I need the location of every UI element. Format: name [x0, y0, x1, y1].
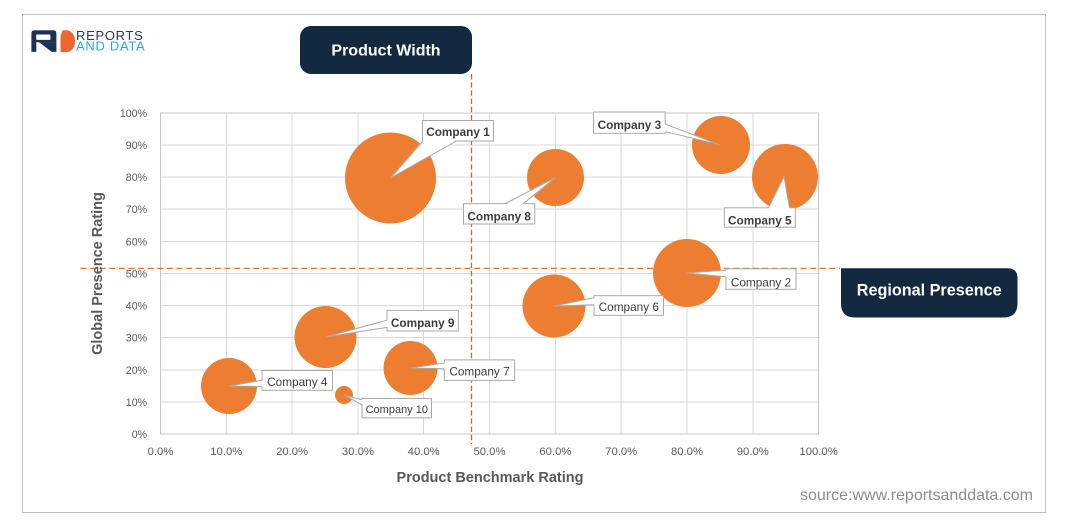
svg-text:0.0%: 0.0%	[148, 446, 174, 458]
svg-text:90.0%: 90.0%	[737, 446, 769, 458]
svg-text:50%: 50%	[126, 268, 148, 280]
svg-text:70%: 70%	[126, 204, 148, 216]
svg-text:60.0%: 60.0%	[539, 446, 571, 458]
svg-text:Company 10: Company 10	[366, 404, 428, 416]
svg-text:10.0%: 10.0%	[210, 446, 242, 458]
svg-text:20.0%: 20.0%	[276, 446, 308, 458]
svg-text:Company 7: Company 7	[449, 365, 509, 379]
svg-text:REPORTS: REPORTS	[76, 28, 144, 43]
svg-text:0%: 0%	[132, 429, 148, 441]
svg-text:Regional Presence: Regional Presence	[857, 282, 1002, 300]
svg-text:80%: 80%	[126, 172, 148, 184]
svg-text:30.0%: 30.0%	[342, 446, 374, 458]
svg-text:Company 3: Company 3	[598, 118, 662, 132]
svg-text:100.0%: 100.0%	[799, 446, 837, 458]
svg-text:80.0%: 80.0%	[671, 446, 703, 458]
svg-text:Company 2: Company 2	[731, 276, 791, 290]
svg-text:Company 5: Company 5	[728, 214, 792, 228]
svg-text:90%: 90%	[126, 140, 148, 152]
svg-text:source:www.reportsanddata.com: source:www.reportsanddata.com	[800, 487, 1033, 504]
svg-text:Company 8: Company 8	[467, 209, 531, 223]
svg-text:Company 9: Company 9	[391, 316, 455, 330]
svg-text:40.0%: 40.0%	[408, 446, 440, 458]
svg-text:50.0%: 50.0%	[473, 446, 505, 458]
svg-text:Product Width: Product Width	[331, 43, 440, 60]
svg-text:Global Presence Rating: Global Presence Rating	[90, 192, 106, 355]
svg-text:40%: 40%	[126, 301, 148, 313]
svg-text:AND DATA: AND DATA	[76, 39, 145, 54]
svg-text:10%: 10%	[126, 397, 148, 409]
svg-text:20%: 20%	[126, 365, 148, 377]
svg-text:30%: 30%	[126, 333, 148, 345]
svg-text:70.0%: 70.0%	[605, 446, 637, 458]
svg-text:Company 4: Company 4	[267, 375, 328, 389]
svg-text:100%: 100%	[120, 108, 148, 120]
svg-text:60%: 60%	[126, 236, 148, 248]
svg-text:Company 1: Company 1	[426, 125, 490, 139]
svg-text:Company 6: Company 6	[599, 300, 660, 314]
svg-text:Product Benchmark Rating: Product Benchmark Rating	[397, 470, 584, 486]
